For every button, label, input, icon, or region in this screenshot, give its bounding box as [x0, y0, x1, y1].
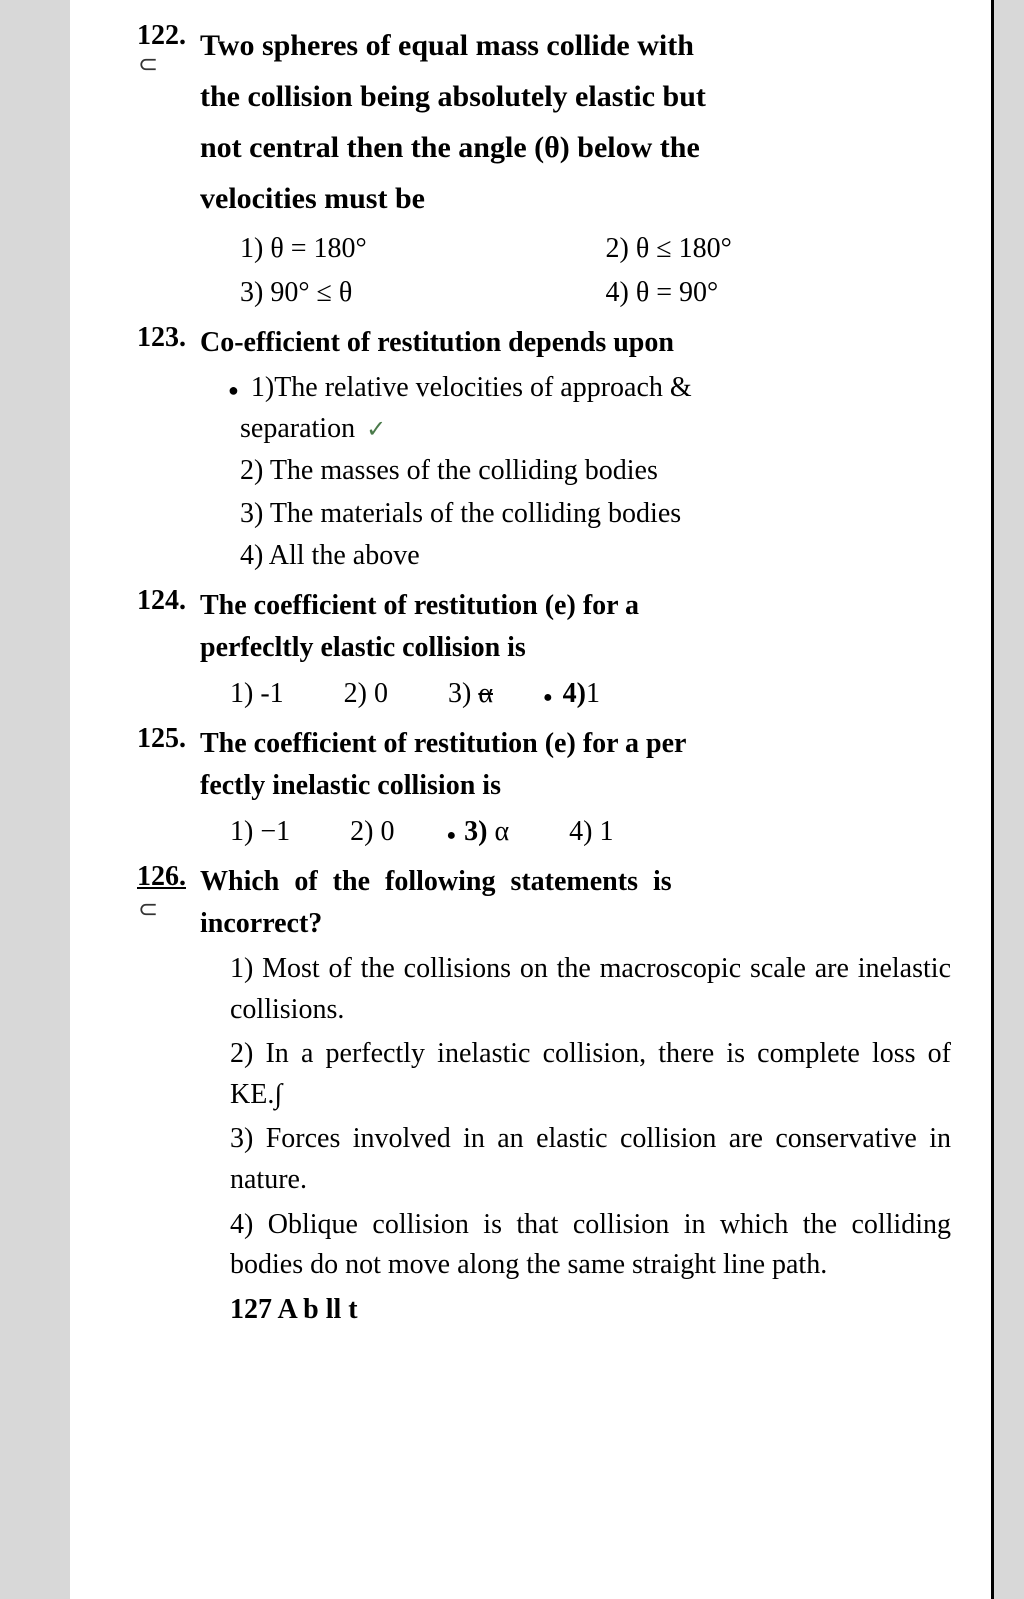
- option-text: The relative velocities of approach &: [274, 372, 691, 403]
- text-line: Two spheres of equal mass collide with: [200, 29, 694, 62]
- question-text: Which of the following statements is inc…: [200, 861, 951, 945]
- text-line: velocities must be: [200, 182, 425, 215]
- highlight-mark-icon: ⊂: [138, 895, 158, 924]
- option-num: 3): [464, 816, 487, 847]
- bullet-mark-icon: ●: [228, 380, 239, 400]
- option-3: 3) 90° ≤ θ: [240, 272, 586, 314]
- question-number: 124.: [130, 585, 186, 617]
- question-text: The coefficient of restitution (e) for a…: [200, 585, 951, 669]
- text-line: Which of the following statements is: [200, 866, 672, 897]
- option-3: 3) The materials of the colliding bodies: [240, 494, 951, 535]
- text-line: incorrect?: [200, 908, 322, 939]
- text-line: The coefficient of restitution (e) for a: [200, 590, 639, 621]
- option-1: ●1)The relative velocities of approach &…: [240, 368, 951, 449]
- question-126: ⊂ 126. Which of the following statements…: [130, 861, 951, 1286]
- option-value: 1: [586, 678, 600, 709]
- option-4: 4) Oblique collision is that collision i…: [230, 1205, 951, 1286]
- option-2: 2) The masses of the colliding bodies: [240, 451, 951, 492]
- question-124: 124. The coefficient of restitution (e) …: [130, 585, 951, 715]
- text-line: the collision being absolutely elastic b…: [200, 80, 706, 113]
- text-line: perfecltly elastic collision is: [200, 632, 526, 663]
- option-3: 3) Forces involved in an elastic collisi…: [230, 1119, 951, 1200]
- option-text: separation: [240, 413, 355, 444]
- options-list: ●1)The relative velocities of approach &…: [240, 368, 951, 577]
- option-prefix: 1): [251, 372, 274, 403]
- question-125: 125. The coefficient of restitution (e) …: [130, 723, 951, 853]
- checkmark-icon: ✓: [366, 417, 386, 443]
- highlight-mark-icon: ⊂: [138, 50, 158, 79]
- option-1: 1) -1: [230, 673, 284, 715]
- option-4: 4) θ = 90°: [606, 272, 952, 314]
- option-2: 2) θ ≤ 180°: [606, 228, 952, 270]
- options-row: 1) −1 2) 0 ●3) α 4) 1: [230, 811, 951, 853]
- text-line: fectly inelastic collision is: [200, 770, 501, 801]
- option-num: 3): [448, 678, 471, 709]
- mark-icon: ●: [446, 827, 456, 844]
- options-row: 1) -1 2) 0 3) α ●4)1: [230, 673, 951, 715]
- question-text: The coefficient of restitution (e) for a…: [200, 723, 951, 807]
- document-page: ⊂ 122. Two spheres of equal mass collide…: [70, 0, 994, 1599]
- mark-icon: ∫: [274, 1079, 282, 1110]
- mark-icon: ●: [543, 689, 553, 706]
- option-2: 2) In a perfectly inelastic collision, t…: [230, 1034, 951, 1115]
- option-value: α: [494, 816, 509, 847]
- option-4: 4) 1: [569, 811, 613, 853]
- option-2: 2) 0: [344, 673, 388, 715]
- option-3: 3) α: [448, 673, 493, 715]
- question-number: 126.: [130, 861, 186, 893]
- option-4: 4) All the above: [240, 536, 951, 577]
- option-2: 2) 0: [350, 811, 394, 853]
- text-line: not central then the angle (θ) below the: [200, 131, 700, 164]
- question-text: Co-efficient of restitution depends upon: [200, 322, 951, 364]
- question-122: ⊂ 122. Two spheres of equal mass collide…: [130, 20, 951, 314]
- question-text: Two spheres of equal mass collide with t…: [200, 20, 951, 224]
- options-grid: 1) θ = 180° 2) θ ≤ 180° 3) 90° ≤ θ 4) θ …: [240, 228, 951, 314]
- option-value: α: [478, 678, 493, 709]
- option-text: 2) In a perfectly inelastic collision, t…: [230, 1038, 951, 1110]
- option-1: 1) θ = 180°: [240, 228, 586, 270]
- question-127-partial: 127 A b ll t: [230, 1294, 951, 1326]
- question-123: 123. Co-efficient of restitution depends…: [130, 322, 951, 577]
- option-num: 4): [563, 678, 586, 709]
- text-line: The coefficient of restitution (e) for a…: [200, 728, 687, 759]
- option-1: 1) Most of the collisions on the macrosc…: [230, 949, 951, 1030]
- option-3: ●3) α: [454, 811, 509, 853]
- question-number: 125.: [130, 723, 186, 755]
- option-1: 1) −1: [230, 811, 290, 853]
- question-number: 122.: [130, 20, 186, 52]
- question-number: 123.: [130, 322, 186, 354]
- option-4: ●4)1: [553, 673, 600, 715]
